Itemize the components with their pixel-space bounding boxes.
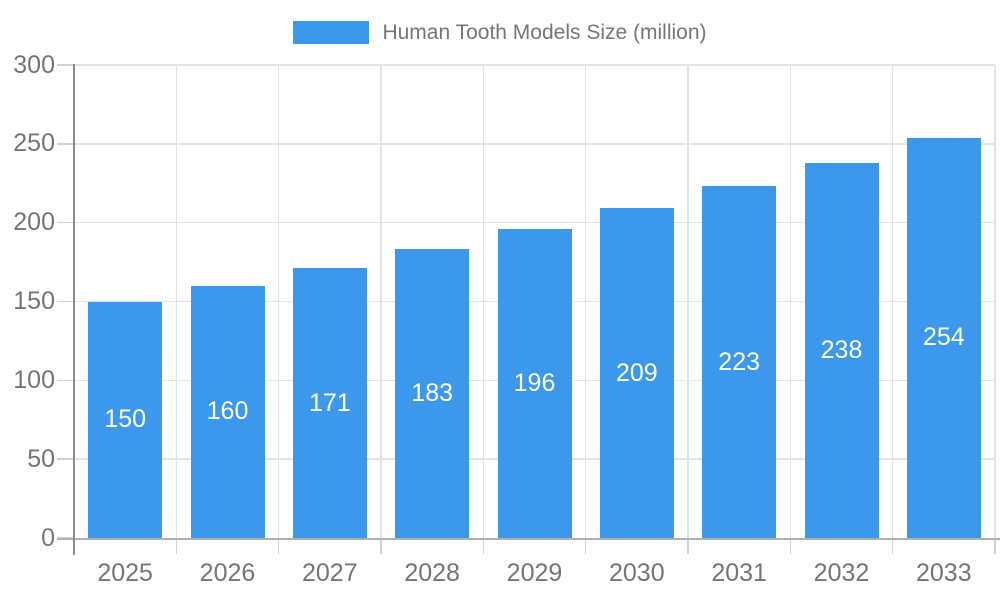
x-axis-tick-label: 2031	[711, 559, 767, 587]
x-axis-tick	[789, 538, 792, 554]
bar-value-label: 196	[513, 368, 556, 397]
gridline-horizontal	[74, 221, 995, 224]
y-axis-tick	[57, 458, 73, 460]
bar-value-label: 150	[104, 405, 147, 434]
gridline-vertical	[175, 65, 178, 538]
bar-value-label: 238	[820, 335, 863, 364]
bar[interactable]: 223	[702, 186, 777, 538]
x-axis-tick-label: 2033	[916, 559, 972, 587]
bar[interactable]: 183	[395, 249, 470, 538]
y-axis-tick-label: 0	[41, 523, 55, 552]
bar-value-label: 254	[922, 323, 965, 352]
y-axis-tick-label: 300	[13, 50, 55, 79]
y-axis-tick-label: 100	[13, 365, 55, 394]
gridline-vertical	[687, 65, 689, 538]
bar[interactable]: 238	[804, 162, 879, 538]
x-axis-tick-label: 2029	[506, 559, 563, 587]
legend-swatch	[293, 21, 370, 44]
x-axis-line	[57, 537, 1000, 540]
x-axis-tick	[584, 538, 587, 554]
x-axis-tick-label: 2032	[813, 559, 870, 587]
gridline-horizontal	[74, 64, 995, 66]
y-axis-line	[72, 64, 75, 555]
bar-value-label: 171	[308, 388, 351, 417]
y-axis-tick	[57, 221, 73, 224]
bar[interactable]: 209	[599, 208, 674, 538]
y-axis-tick-label: 250	[13, 129, 55, 158]
x-axis-tick-label: 2030	[609, 559, 665, 587]
bar[interactable]: 196	[497, 228, 572, 538]
bar[interactable]: 254	[906, 137, 981, 538]
gridline-vertical	[994, 65, 996, 538]
y-axis-tick-label: 50	[27, 444, 55, 473]
bar[interactable]: 171	[292, 268, 367, 538]
x-axis-tick	[175, 538, 178, 554]
gridline-horizontal	[74, 143, 995, 145]
x-axis-tick	[482, 538, 485, 554]
bar-value-label: 183	[411, 379, 454, 408]
gridline-vertical	[277, 65, 280, 538]
x-axis-tick-label: 2025	[97, 559, 153, 587]
bar-value-label: 160	[206, 397, 249, 426]
x-axis-tick-label: 2026	[199, 559, 256, 587]
bar[interactable]: 150	[88, 301, 163, 538]
y-axis-tick	[57, 379, 73, 382]
bar-value-label: 223	[718, 347, 761, 376]
x-axis-tick	[891, 538, 894, 554]
x-axis-tick-label: 2027	[302, 559, 358, 587]
bar-value-label: 209	[615, 358, 658, 387]
y-axis-tick-label: 200	[13, 208, 55, 237]
bar[interactable]: 160	[190, 285, 265, 538]
x-axis-tick	[687, 538, 689, 554]
gridline-vertical	[891, 65, 894, 538]
x-axis-tick	[277, 538, 280, 554]
legend-label: Human Tooth Models Size (million)	[382, 21, 707, 44]
x-axis-tick	[994, 538, 996, 554]
y-axis-tick	[57, 300, 73, 303]
y-axis-tick	[57, 64, 73, 66]
gridline-vertical	[584, 65, 587, 538]
gridline-vertical	[380, 65, 382, 538]
y-axis-tick	[57, 143, 73, 145]
gridline-vertical	[482, 65, 485, 538]
x-axis-tick-label: 2028	[404, 559, 460, 587]
y-axis-tick-label: 150	[13, 287, 55, 315]
legend[interactable]: Human Tooth Models Size (million)	[0, 20, 1000, 45]
x-axis-tick	[380, 538, 382, 554]
gridline-vertical	[789, 65, 792, 538]
